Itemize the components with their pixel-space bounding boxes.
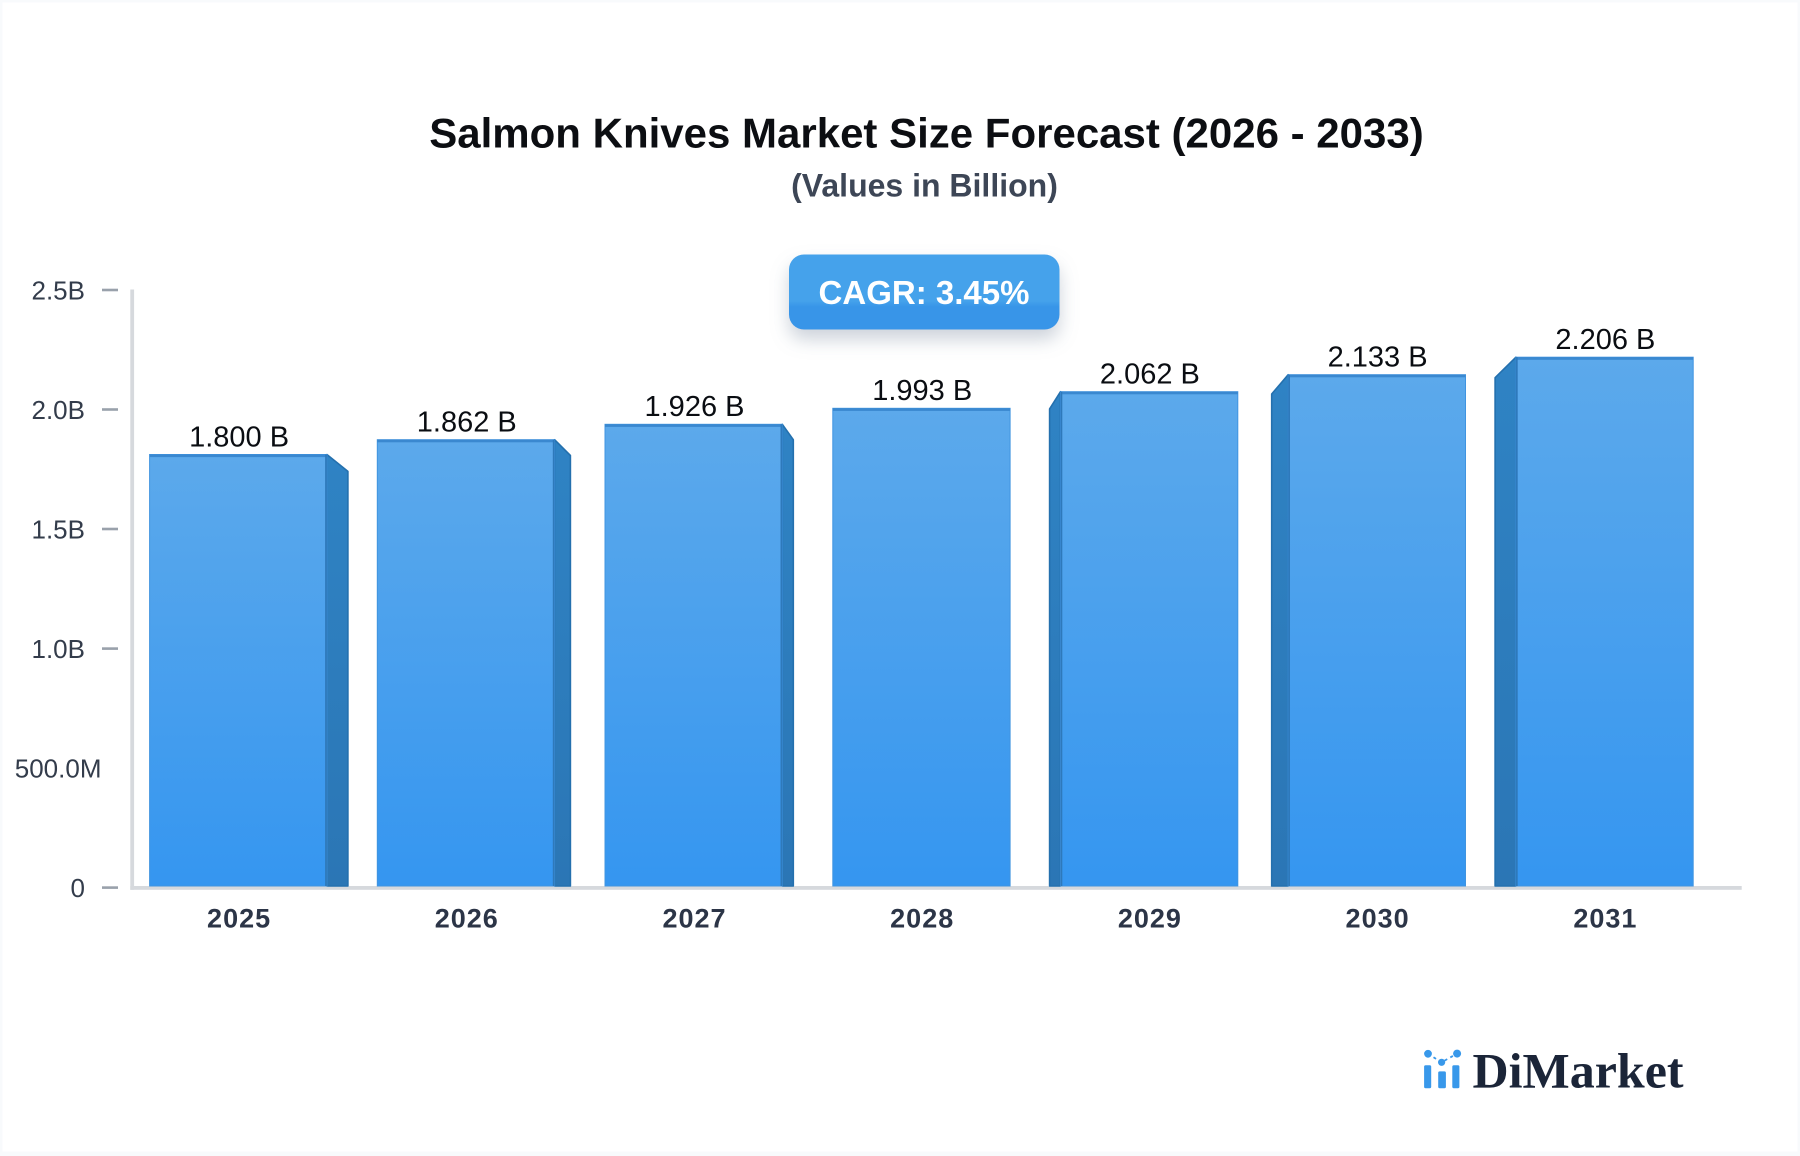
svg-text:2025: 2025 [207, 904, 271, 934]
svg-text:DiMarket: DiMarket [1473, 1043, 1684, 1099]
svg-text:2.062 B: 2.062 B [1100, 359, 1200, 391]
svg-text:2.133 B: 2.133 B [1328, 342, 1428, 374]
svg-text:2029: 2029 [1118, 904, 1182, 934]
svg-text:2.5B: 2.5B [32, 275, 86, 305]
svg-text:1.993 B: 1.993 B [872, 375, 972, 407]
svg-text:CAGR: 3.45%: CAGR: 3.45% [819, 274, 1030, 311]
svg-text:1.0B: 1.0B [32, 634, 86, 664]
svg-text:(Values in Billion): (Values in Billion) [791, 167, 1058, 203]
svg-text:1.800 B: 1.800 B [189, 421, 289, 453]
svg-text:2027: 2027 [662, 904, 726, 934]
svg-text:2.0B: 2.0B [32, 395, 86, 425]
svg-text:2028: 2028 [890, 904, 954, 934]
svg-text:1.5B: 1.5B [32, 514, 86, 544]
svg-text:1.926 B: 1.926 B [645, 391, 745, 423]
svg-text:1.862 B: 1.862 B [417, 407, 517, 439]
svg-text:2026: 2026 [435, 904, 499, 934]
svg-text:2030: 2030 [1346, 904, 1410, 934]
svg-text:Salmon Knives Market Size Fore: Salmon Knives Market Size Forecast (2026… [429, 109, 1423, 156]
svg-text:2031: 2031 [1573, 904, 1637, 934]
svg-text:0: 0 [71, 873, 85, 903]
svg-text:2.206 B: 2.206 B [1555, 324, 1655, 356]
svg-text:500.0M: 500.0M [15, 753, 102, 783]
